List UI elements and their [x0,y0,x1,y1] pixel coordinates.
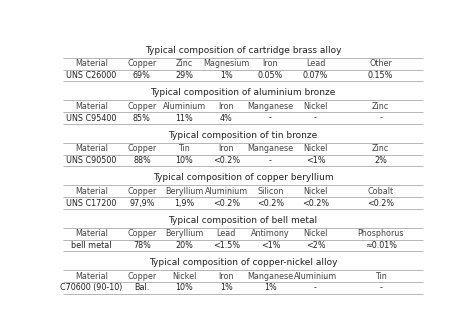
Text: Typical composition of copper-nickel alloy: Typical composition of copper-nickel all… [149,258,337,267]
Text: 11%: 11% [175,114,193,123]
Text: 4%: 4% [220,114,233,123]
Text: <2%: <2% [306,241,325,250]
Text: 85%: 85% [133,114,151,123]
Text: Material: Material [75,187,108,196]
Text: <0.2%: <0.2% [257,199,284,208]
Text: Tin: Tin [375,272,387,281]
Text: Other: Other [369,59,392,68]
Text: Magnesium: Magnesium [203,59,250,68]
Text: Material: Material [75,102,108,111]
Text: 10%: 10% [175,156,193,165]
Text: <1%: <1% [261,241,280,250]
Text: Copper: Copper [128,102,156,111]
Text: Aluminium: Aluminium [294,272,337,281]
Text: Typical composition of aluminium bronze: Typical composition of aluminium bronze [150,88,336,97]
Text: UNS C90500: UNS C90500 [66,156,117,165]
Text: Tin: Tin [178,144,190,153]
Text: Antimony: Antimony [251,229,290,238]
Text: 0.15%: 0.15% [368,71,393,80]
Text: Aluminium: Aluminium [163,102,206,111]
Text: 78%: 78% [133,241,151,250]
Text: Silicon: Silicon [257,187,283,196]
Text: Material: Material [75,272,108,281]
Text: <0.2%: <0.2% [367,199,394,208]
Text: Lead: Lead [217,229,236,238]
Text: ≈0.01%: ≈0.01% [365,241,397,250]
Text: Copper: Copper [128,59,156,68]
Text: Zinc: Zinc [175,59,193,68]
Text: Iron: Iron [219,102,234,111]
Text: -: - [379,284,382,293]
Text: Cobalt: Cobalt [368,187,394,196]
Text: Typical composition of tin bronze: Typical composition of tin bronze [168,131,318,140]
Text: -: - [269,156,272,165]
Text: Typical composition of cartridge brass alloy: Typical composition of cartridge brass a… [145,46,341,55]
Text: 88%: 88% [133,156,151,165]
Text: -: - [379,114,382,123]
Text: Copper: Copper [128,272,156,281]
Text: -: - [269,114,272,123]
Text: UNS C17200: UNS C17200 [66,199,117,208]
Text: Material: Material [75,59,108,68]
Text: Beryllium: Beryllium [165,229,203,238]
Text: -: - [314,114,317,123]
Text: Lead: Lead [306,59,325,68]
Text: Nickel: Nickel [303,229,328,238]
Text: 1,9%: 1,9% [174,199,194,208]
Text: Typical composition of copper beryllium: Typical composition of copper beryllium [153,173,333,182]
Text: C70600 (90-10): C70600 (90-10) [60,284,123,293]
Text: 0.05%: 0.05% [258,71,283,80]
Text: Iron: Iron [263,59,278,68]
Text: Typical composition of bell metal: Typical composition of bell metal [168,216,318,225]
Text: Nickel: Nickel [172,272,196,281]
Text: Nickel: Nickel [303,187,328,196]
Text: Manganese: Manganese [247,272,293,281]
Text: 2%: 2% [374,156,387,165]
Text: Bal.: Bal. [134,284,149,293]
Text: Phosphorus: Phosphorus [357,229,404,238]
Text: Copper: Copper [128,144,156,153]
Text: <0.2%: <0.2% [213,199,240,208]
Text: 1%: 1% [220,284,233,293]
Text: Nickel: Nickel [303,102,328,111]
Text: Zinc: Zinc [372,102,389,111]
Text: <1.5%: <1.5% [213,241,240,250]
Text: Iron: Iron [219,272,234,281]
Text: Material: Material [75,229,108,238]
Text: Iron: Iron [219,144,234,153]
Text: Nickel: Nickel [303,144,328,153]
Text: <0.2%: <0.2% [213,156,240,165]
Text: 0.07%: 0.07% [303,71,328,80]
Text: 10%: 10% [175,284,193,293]
Text: bell metal: bell metal [71,241,112,250]
Text: UNS C26000: UNS C26000 [66,71,117,80]
Text: 29%: 29% [175,71,193,80]
Text: Copper: Copper [128,187,156,196]
Text: Material: Material [75,144,108,153]
Text: -: - [314,284,317,293]
Text: 1%: 1% [264,284,277,293]
Text: Manganese: Manganese [247,102,293,111]
Text: <1%: <1% [306,156,325,165]
Text: UNS C95400: UNS C95400 [66,114,117,123]
Text: Zinc: Zinc [372,144,389,153]
Text: 69%: 69% [133,71,151,80]
Text: Copper: Copper [128,229,156,238]
Text: Manganese: Manganese [247,144,293,153]
Text: 1%: 1% [220,71,233,80]
Text: 97,9%: 97,9% [129,199,155,208]
Text: Aluminium: Aluminium [205,187,248,196]
Text: Beryllium: Beryllium [165,187,203,196]
Text: 20%: 20% [175,241,193,250]
Text: <0.2%: <0.2% [302,199,329,208]
